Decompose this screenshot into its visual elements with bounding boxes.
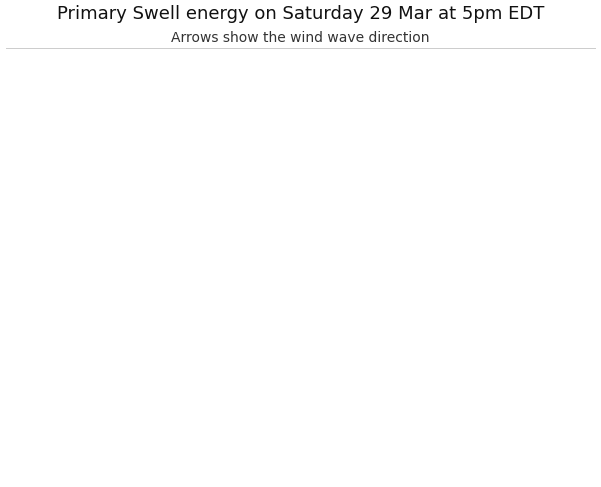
Text: Arrows show the wind wave direction: Arrows show the wind wave direction xyxy=(171,31,430,45)
Text: cartopy not available: cartopy not available xyxy=(227,262,374,276)
Text: Primary Swell energy on Saturday 29 Mar at 5pm EDT: Primary Swell energy on Saturday 29 Mar … xyxy=(57,5,544,23)
